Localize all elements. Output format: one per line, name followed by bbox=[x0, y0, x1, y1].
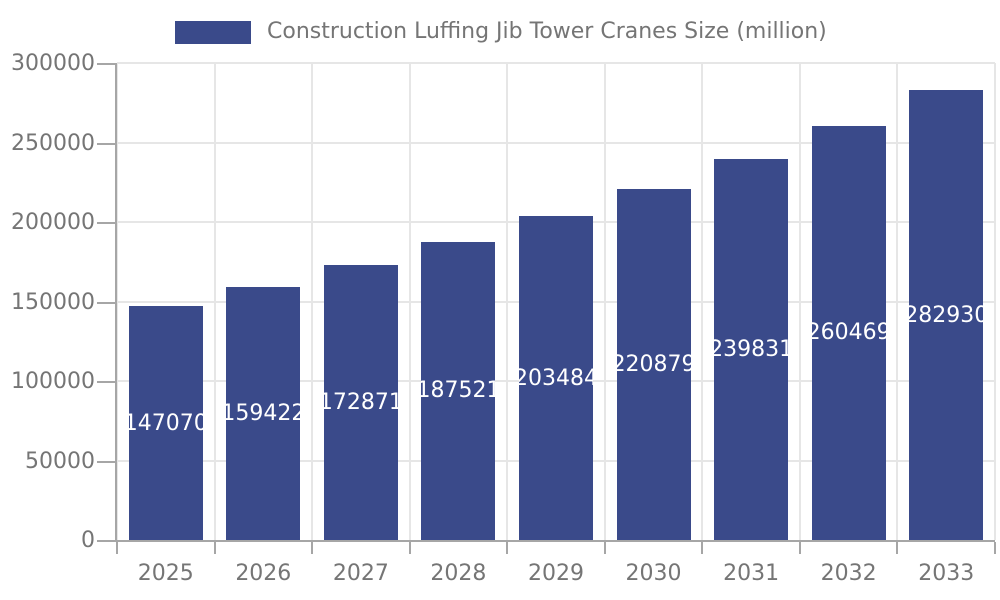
y-tick-mark bbox=[97, 301, 115, 304]
y-tick-mark bbox=[97, 540, 115, 542]
y-tick-mark bbox=[97, 63, 115, 65]
gridline-horizontal bbox=[117, 141, 995, 144]
bar-value-label: 239831 bbox=[714, 336, 789, 362]
x-tick-label-2032: 2032 bbox=[820, 561, 877, 586]
bar-value-label: 159422 bbox=[226, 400, 301, 426]
x-tick-mark bbox=[213, 542, 216, 554]
gridline-vertical bbox=[213, 63, 216, 540]
bar-2031: 239831 bbox=[714, 158, 789, 540]
y-tick-label: 250000 bbox=[11, 130, 95, 156]
bar-2027: 172871 bbox=[323, 265, 398, 540]
bar-2033: 282930 bbox=[909, 90, 984, 540]
bar-value-label: 172871 bbox=[323, 390, 398, 416]
gridline-vertical bbox=[506, 63, 509, 540]
y-tick-mark bbox=[97, 381, 115, 383]
y-tick-mark bbox=[97, 142, 115, 145]
x-tick-mark bbox=[896, 542, 899, 554]
y-tick-mark bbox=[97, 222, 115, 224]
gridline-vertical bbox=[701, 63, 704, 540]
gridline-vertical bbox=[994, 63, 996, 540]
gridline-vertical bbox=[408, 63, 411, 540]
gridline-horizontal bbox=[117, 62, 995, 64]
x-tick-label-2027: 2027 bbox=[332, 561, 389, 586]
x-tick-mark bbox=[701, 542, 704, 554]
x-tick-mark bbox=[798, 542, 801, 554]
x-tick-label-2028: 2028 bbox=[430, 561, 487, 586]
y-tick-label: 200000 bbox=[11, 210, 95, 235]
x-tick-label-2031: 2031 bbox=[723, 561, 780, 586]
x-tick-label-2029: 2029 bbox=[527, 561, 584, 586]
x-tick-label-2033: 2033 bbox=[918, 561, 975, 586]
gridline-vertical bbox=[798, 63, 801, 540]
bar-value-label: 282930 bbox=[909, 302, 984, 328]
bar-2030: 220879 bbox=[616, 188, 691, 540]
bar-value-label: 220879 bbox=[616, 351, 691, 377]
bar-value-label: 187521 bbox=[421, 378, 496, 404]
x-tick-label-2026: 2026 bbox=[235, 561, 292, 586]
x-tick-mark bbox=[408, 542, 411, 554]
bar-2029: 203484 bbox=[519, 216, 593, 540]
bar-2025: 147070 bbox=[128, 306, 203, 540]
y-tick-label: 300000 bbox=[11, 51, 95, 76]
legend-label: Construction Luffing Jib Tower Cranes Si… bbox=[267, 19, 827, 44]
y-tick-label: 150000 bbox=[11, 289, 95, 315]
gridline-vertical bbox=[603, 63, 606, 540]
legend: Construction Luffing Jib Tower Cranes Si… bbox=[175, 18, 827, 46]
x-tick-mark bbox=[311, 542, 314, 554]
x-tick-label-2030: 2030 bbox=[625, 561, 682, 586]
gridline-vertical bbox=[896, 63, 899, 540]
y-tick-label: 0 bbox=[81, 528, 95, 553]
bar-value-label: 147070 bbox=[128, 410, 203, 436]
x-axis-spine bbox=[115, 540, 995, 542]
x-tick-mark bbox=[603, 542, 606, 554]
y-tick-mark bbox=[97, 460, 115, 463]
gridline-vertical bbox=[311, 63, 314, 540]
bar-value-label: 203484 bbox=[519, 365, 593, 391]
bar-value-label: 260469 bbox=[811, 320, 886, 346]
x-tick-mark bbox=[116, 542, 118, 554]
y-axis-spine bbox=[115, 63, 117, 540]
bar-2026: 159422 bbox=[226, 286, 301, 540]
gridline-vertical bbox=[116, 63, 118, 540]
x-tick-label-2025: 2025 bbox=[137, 561, 194, 586]
x-tick-mark bbox=[994, 542, 996, 554]
x-tick-mark bbox=[506, 542, 509, 554]
bar-2032: 260469 bbox=[811, 125, 886, 540]
y-tick-label: 100000 bbox=[11, 369, 95, 394]
y-tick-label: 50000 bbox=[25, 448, 95, 474]
legend-swatch bbox=[175, 20, 251, 44]
bar-2028: 187521 bbox=[421, 241, 496, 540]
